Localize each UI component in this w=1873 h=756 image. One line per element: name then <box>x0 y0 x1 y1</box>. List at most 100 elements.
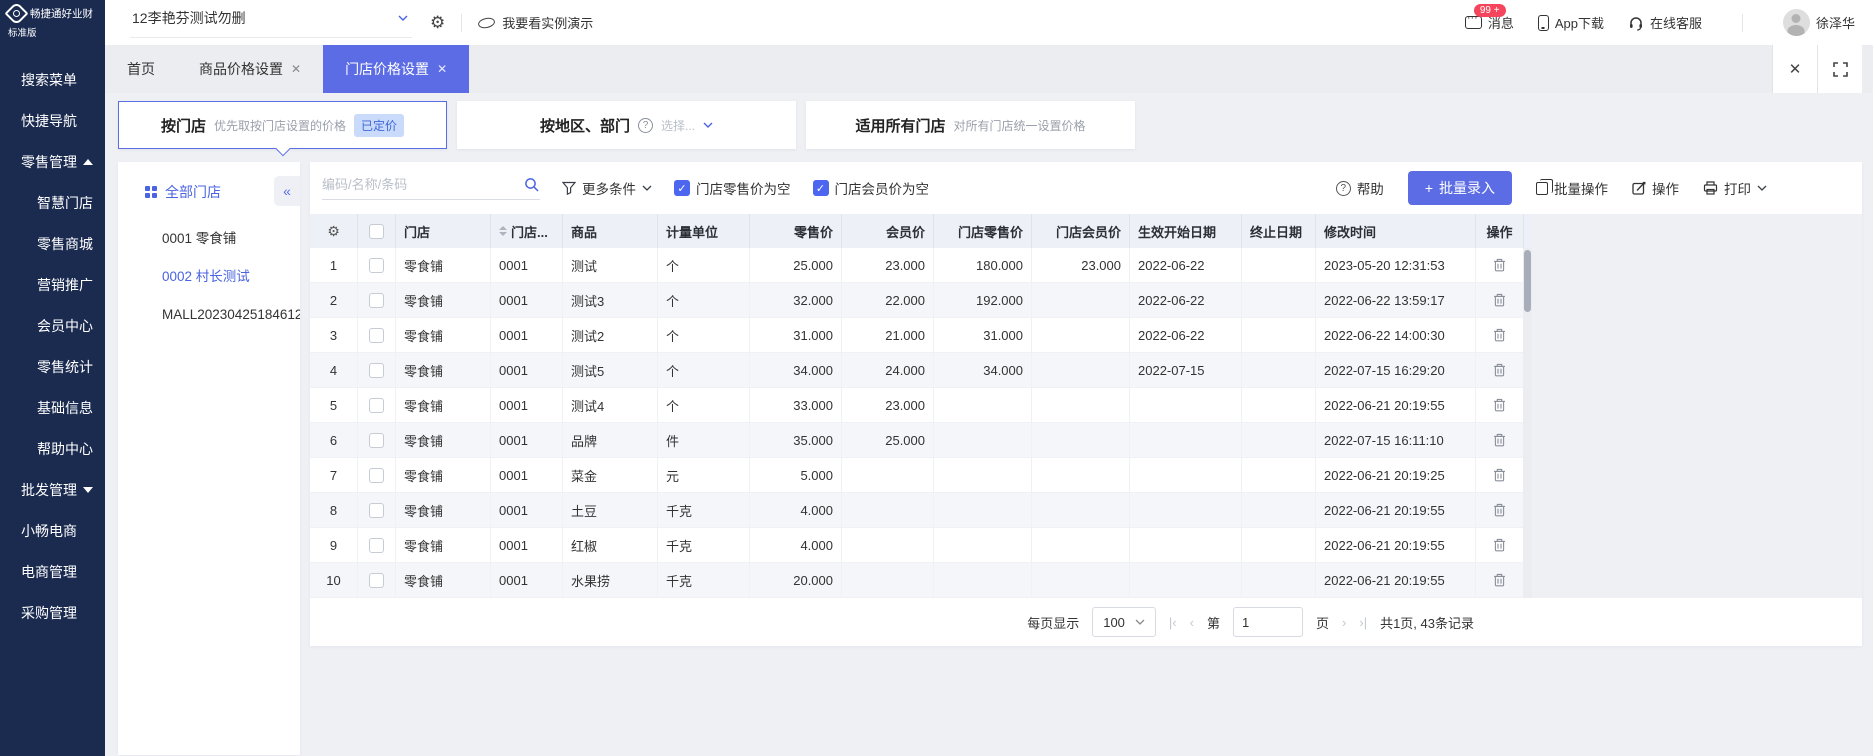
sidebar-item-12[interactable]: 电商管理 <box>0 551 105 592</box>
tree-item-store-1[interactable]: 0001 零食铺 <box>162 231 237 246</box>
sort-icon[interactable] <box>499 226 507 236</box>
column-header-6[interactable]: 门店零售价 <box>934 214 1032 248</box>
chevron-down-icon[interactable] <box>703 120 713 130</box>
sidebar-item-13[interactable]: 采购管理 <box>0 592 105 633</box>
page-number-input[interactable] <box>1233 607 1303 637</box>
fullscreen-button[interactable] <box>1817 45 1862 93</box>
sidebar-item-1[interactable]: 快捷导航 <box>0 100 105 141</box>
column-header-4[interactable]: 零售价 <box>750 214 842 248</box>
sidebar-item-5[interactable]: 营销推广 <box>0 264 105 305</box>
region-select-placeholder[interactable]: 选择... <box>661 118 696 133</box>
tab-store-price[interactable]: 门店价格设置 ✕ <box>323 45 470 93</box>
column-header-3[interactable]: 计量单位 <box>658 214 750 248</box>
online-support-button[interactable]: 在线客服 <box>1628 13 1702 32</box>
checkbox-checked-icon[interactable]: ✓ <box>812 180 829 196</box>
column-header-9[interactable]: 终止日期 <box>1242 214 1316 248</box>
column-header-2[interactable]: 商品 <box>563 214 658 248</box>
last-page-button[interactable]: ›| <box>1359 614 1368 630</box>
sidebar-item-8[interactable]: 基础信息 <box>0 387 105 428</box>
ops-button[interactable]: 操作 <box>1632 178 1679 198</box>
delete-row-button[interactable] <box>1490 500 1509 520</box>
retail-empty-checkbox[interactable]: ✓ 门店零售价为空 <box>674 178 791 198</box>
scrollbar-thumb[interactable] <box>1524 250 1531 312</box>
row-checkbox[interactable] <box>369 432 384 448</box>
next-page-button[interactable]: › <box>1342 614 1347 630</box>
row-checkbox[interactable] <box>369 397 384 413</box>
row-checkbox[interactable] <box>369 537 384 553</box>
member-empty-checkbox[interactable]: ✓ 门店会员价为空 <box>812 178 929 198</box>
row-checkbox[interactable] <box>369 292 384 308</box>
user-menu[interactable]: 徐泽华 <box>1782 9 1855 36</box>
close-icon[interactable]: ✕ <box>437 62 448 76</box>
row-checkbox[interactable] <box>369 257 384 273</box>
trash-icon <box>1494 468 1505 482</box>
column-header-7[interactable]: 门店会员价 <box>1032 214 1130 248</box>
row-checkbox[interactable] <box>369 362 384 378</box>
delete-row-button[interactable] <box>1490 570 1509 590</box>
column-header-8[interactable]: 生效开始日期 <box>1130 214 1242 248</box>
delete-row-button[interactable] <box>1490 395 1509 415</box>
row-checkbox[interactable] <box>369 572 384 588</box>
batch-entry-button[interactable]: + 批量录入 <box>1407 171 1512 205</box>
collapse-tree-button[interactable]: « <box>274 176 300 206</box>
batch-ops-button[interactable]: 批量操作 <box>1536 178 1608 198</box>
search-input[interactable] <box>322 177 524 192</box>
prev-page-button[interactable]: ‹ <box>1189 614 1194 630</box>
app-download-button[interactable]: App下载 <box>1537 13 1604 32</box>
more-filters-button[interactable]: 更多条件 <box>562 178 652 198</box>
sidebar-item-3[interactable]: 智慧门店 <box>0 182 105 223</box>
column-header-1[interactable]: 门店... <box>491 214 563 248</box>
delete-row-button[interactable] <box>1490 325 1509 345</box>
gear-icon[interactable]: ⚙ <box>430 13 446 32</box>
search-icon[interactable] <box>524 177 540 193</box>
delete-row-button[interactable] <box>1490 535 1509 555</box>
column-header-5[interactable]: 会员价 <box>842 214 934 248</box>
mode-card-all-stores[interactable]: 适用所有门店 对所有门店统一设置价格 <box>806 101 1135 149</box>
sidebar-item-7[interactable]: 零售统计 <box>0 346 105 387</box>
account-select[interactable]: 12李艳芬测试勿删 <box>130 8 412 38</box>
delete-row-button[interactable] <box>1490 255 1509 275</box>
cell-sretail <box>934 423 1032 458</box>
delete-row-button[interactable] <box>1490 430 1509 450</box>
delete-row-button[interactable] <box>1490 360 1509 380</box>
mode-card-by-store[interactable]: 按门店 优先取按门店设置的价格 已定价 <box>118 101 447 149</box>
sidebar-item-label: 零售统计 <box>37 358 93 375</box>
delete-row-button[interactable] <box>1490 465 1509 485</box>
column-header-10[interactable]: 修改时间 <box>1316 214 1476 248</box>
tree-item-store-2[interactable]: 0002 村长测试 <box>162 269 250 284</box>
sidebar-item-0[interactable]: 搜索菜单 <box>0 59 105 100</box>
tree-root-all-stores[interactable]: 全部门店 <box>118 182 300 202</box>
row-checkbox[interactable] <box>369 327 384 343</box>
cell-retail: 33.000 <box>750 388 842 423</box>
column-header-0[interactable]: 门店 <box>396 214 491 248</box>
demo-link[interactable]: 我要看实例演示 <box>477 13 593 32</box>
sidebar-item-10[interactable]: 批发管理 <box>0 469 105 510</box>
pagination-row: 每页显示 100 |‹ ‹ 第 页 › ›| 共 <box>310 598 1862 646</box>
row-checkbox[interactable] <box>369 467 384 483</box>
print-button[interactable]: 打印 <box>1703 178 1767 198</box>
sidebar-item-2[interactable]: 零售管理 <box>0 141 105 182</box>
select-all-checkbox[interactable] <box>369 223 384 239</box>
messages-button[interactable]: 消息 99 + <box>1464 4 1514 32</box>
tab-product-price[interactable]: 商品价格设置 ✕ <box>177 45 323 93</box>
column-settings-icon[interactable]: ⚙ <box>327 222 340 239</box>
sidebar-item-label: 会员中心 <box>37 317 93 334</box>
tab-home[interactable]: 首页 <box>105 45 177 93</box>
tree-item-store-3[interactable]: MALL20230425184612 呀呀 <box>162 307 300 322</box>
first-page-button[interactable]: |‹ <box>1168 614 1177 630</box>
vertical-scrollbar[interactable] <box>1523 248 1532 598</box>
delete-row-button[interactable] <box>1490 290 1509 310</box>
sidebar-item-11[interactable]: 小畅电商 <box>0 510 105 551</box>
column-header-11[interactable]: 操作 <box>1476 214 1524 248</box>
sidebar-item-4[interactable]: 零售商城 <box>0 223 105 264</box>
row-checkbox[interactable] <box>369 502 384 518</box>
close-page-button[interactable]: ✕ <box>1772 45 1817 93</box>
per-page-select[interactable]: 100 <box>1092 607 1156 637</box>
checkbox-checked-icon[interactable]: ✓ <box>674 180 690 196</box>
cell-mod: 2022-06-21 20:19:55 <box>1316 388 1476 423</box>
close-icon[interactable]: ✕ <box>291 62 302 76</box>
mode-card-by-region[interactable]: 按地区、部门 ? 选择... <box>457 101 796 149</box>
sidebar-item-9[interactable]: 帮助中心 <box>0 428 105 469</box>
sidebar-item-6[interactable]: 会员中心 <box>0 305 105 346</box>
help-button[interactable]: ? 帮助 <box>1335 178 1384 198</box>
